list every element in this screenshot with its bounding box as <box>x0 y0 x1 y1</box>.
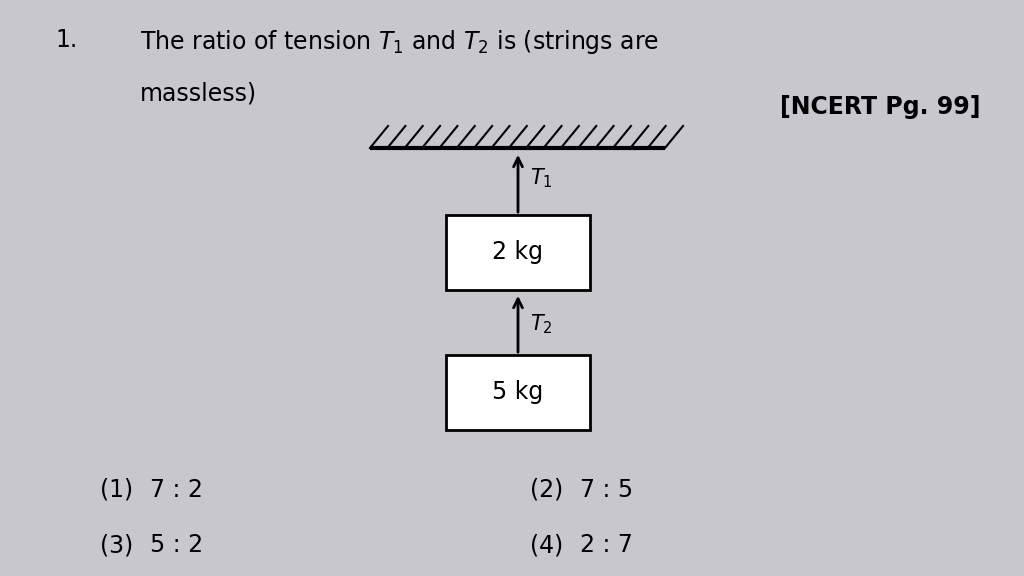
Text: massless): massless) <box>140 82 257 106</box>
Text: $T_2$: $T_2$ <box>530 312 553 336</box>
Text: 5 kg: 5 kg <box>493 381 544 404</box>
Bar <box>446 355 590 430</box>
Text: (2): (2) <box>530 478 563 502</box>
Text: 5 : 2: 5 : 2 <box>150 533 203 557</box>
Text: 1.: 1. <box>55 28 77 52</box>
Text: 7 : 5: 7 : 5 <box>580 478 633 502</box>
Text: (4): (4) <box>530 533 563 557</box>
Text: The ratio of tension $T_1$ and $T_2$ is (strings are: The ratio of tension $T_1$ and $T_2$ is … <box>140 28 659 56</box>
Text: 2 kg: 2 kg <box>493 241 544 264</box>
Text: [NCERT Pg. 99]: [NCERT Pg. 99] <box>779 95 980 119</box>
Text: (1): (1) <box>100 478 133 502</box>
Bar <box>446 215 590 290</box>
Text: $T_1$: $T_1$ <box>530 166 553 190</box>
Text: 7 : 2: 7 : 2 <box>150 478 203 502</box>
Text: (3): (3) <box>100 533 133 557</box>
Text: 2 : 7: 2 : 7 <box>580 533 633 557</box>
